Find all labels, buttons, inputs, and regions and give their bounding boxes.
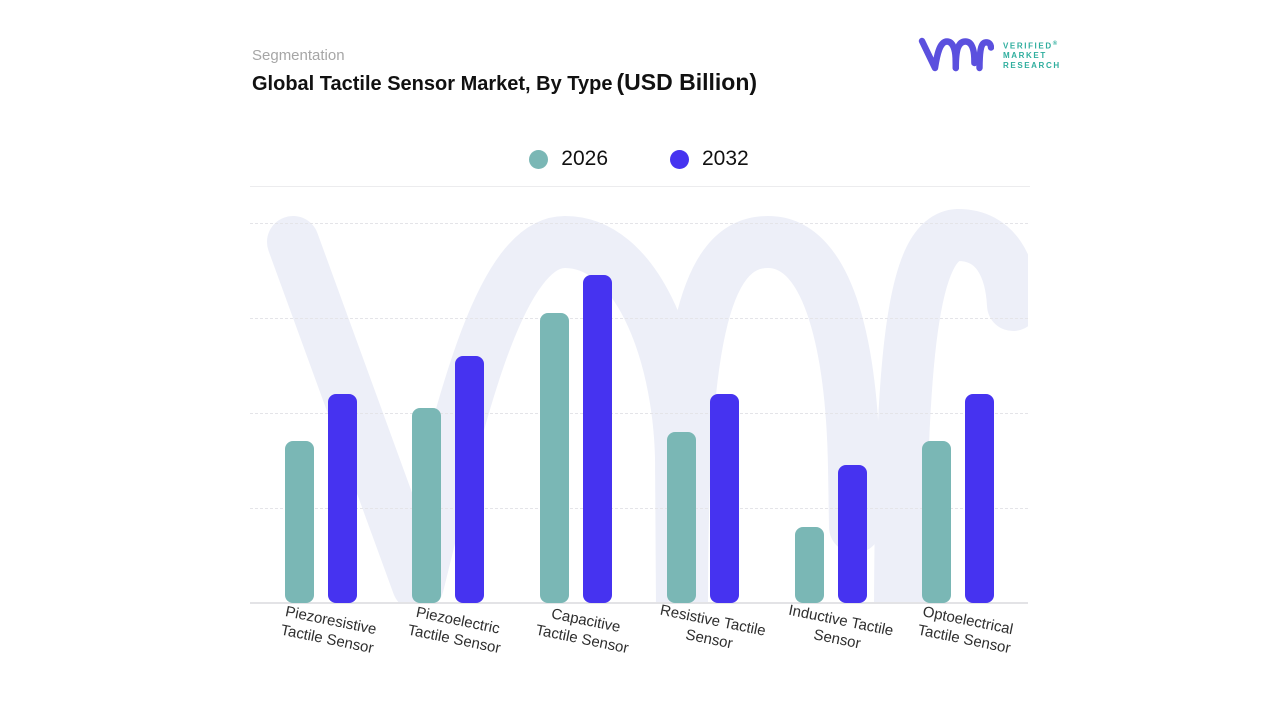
bar-2026-3 — [667, 432, 696, 603]
legend-divider — [250, 186, 1030, 187]
logo-line-verified: VERIFIED® — [1003, 40, 1058, 51]
title-unit: (USD Billion) — [616, 69, 758, 95]
bar-2032-0 — [328, 394, 357, 603]
section-label: Segmentation — [252, 47, 345, 64]
bar-2026-4 — [795, 527, 824, 603]
bar-2032-5 — [965, 394, 994, 603]
vmr-logo-text: VERIFIED® MARKET RESEARCH — [1003, 39, 1061, 72]
bar-2032-2 — [583, 275, 612, 603]
bar-2026-2 — [540, 313, 569, 603]
bar-2026-5 — [922, 441, 951, 603]
legend-item-2032: 2032 — [670, 147, 749, 171]
registered-mark: ® — [1052, 40, 1058, 47]
gridline — [250, 223, 1028, 224]
legend-label-2026: 2026 — [561, 147, 608, 170]
vmr-logo: VERIFIED® MARKET RESEARCH — [918, 34, 1061, 76]
legend-swatch-2026 — [529, 149, 549, 169]
bar-2032-1 — [455, 356, 484, 603]
x-axis-line — [250, 602, 1028, 604]
legend-item-2026: 2026 — [529, 147, 608, 171]
gridline — [250, 318, 1028, 319]
bar-2026-0 — [285, 441, 314, 603]
chart-legend: 2026 2032 — [250, 147, 1028, 171]
legend-swatch-2032 — [670, 149, 689, 169]
gridline — [250, 413, 1028, 414]
logo-line-market: MARKET — [1003, 51, 1047, 61]
gridline — [250, 508, 1028, 509]
vmr-logo-mark — [918, 37, 994, 72]
bar-2032-4 — [838, 465, 867, 603]
legend-label-2032: 2032 — [702, 147, 749, 170]
logo-line-research: RESEARCH — [1003, 61, 1061, 71]
vmr-watermark-icon — [267, 209, 1028, 604]
page-title: Global Tactile Sensor Market, By Type (US… — [252, 69, 757, 96]
title-main: Global Tactile Sensor Market, By Type — [252, 73, 613, 95]
bar-2026-1 — [412, 408, 441, 603]
bar-2032-3 — [710, 394, 739, 603]
bar-chart: Piezoresistive Tactile Sensor Piezoelectri… — [250, 187, 1028, 657]
